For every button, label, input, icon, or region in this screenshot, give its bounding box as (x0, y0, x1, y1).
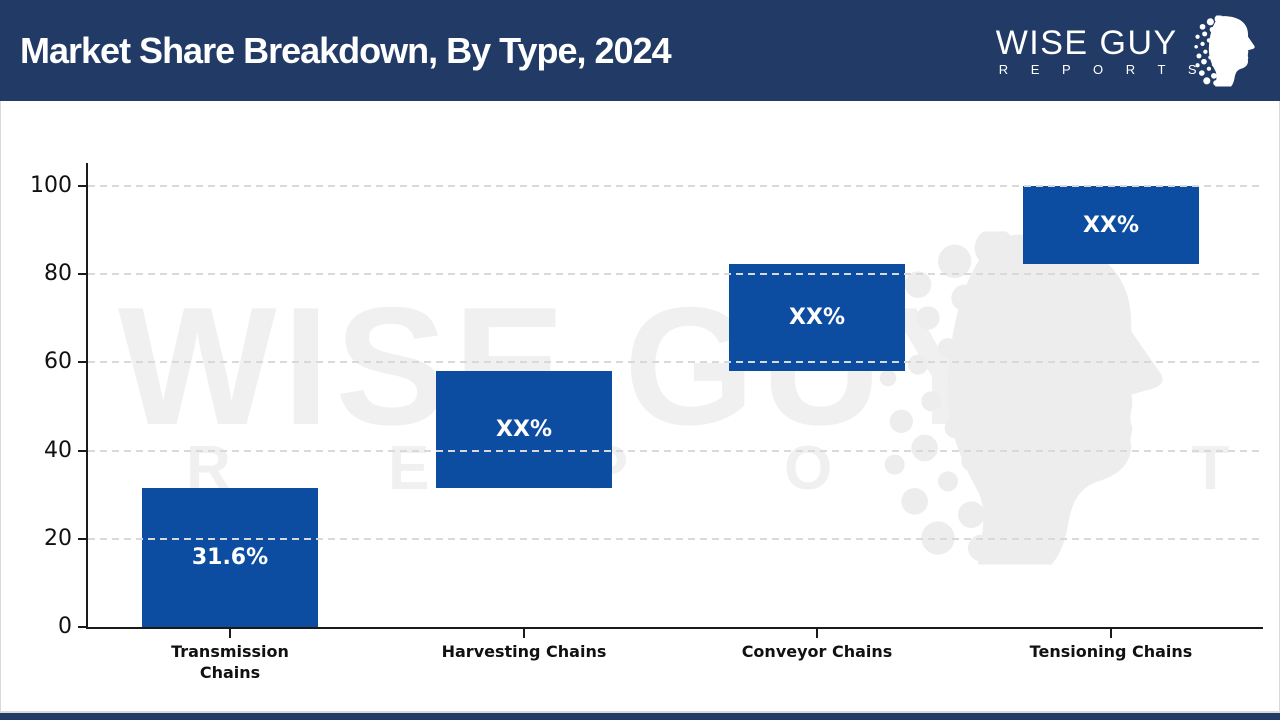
left-border (0, 101, 1, 713)
x-category-label: Conveyor Chains (741, 642, 893, 661)
x-axis (86, 627, 1263, 629)
x-tick (229, 629, 231, 638)
y-tick-label: 40 (44, 437, 72, 463)
logo-text: WISE GUY R E P O R T S (996, 26, 1206, 76)
bar-value-label: XX% (496, 416, 552, 442)
footer-divider (0, 711, 1280, 713)
y-tick (78, 537, 86, 540)
wiseguy-face-icon (1194, 11, 1258, 91)
logo-subtitle: R E P O R T S (998, 61, 1206, 77)
bar: XX% (436, 371, 612, 488)
x-tick (816, 629, 818, 638)
y-tick (78, 361, 86, 364)
gridline (88, 185, 1261, 187)
gridline (88, 273, 1261, 276)
bar: 31.6% (142, 487, 318, 627)
gridline (88, 361, 1261, 364)
bar-value-label: XX% (1083, 212, 1139, 238)
bar-value-label: 31.6% (191, 544, 269, 570)
gridline (88, 449, 1261, 452)
y-tick (78, 185, 86, 187)
y-tick-label: 60 (44, 349, 72, 375)
bar: XX% (1023, 186, 1199, 265)
x-tick (1110, 629, 1112, 638)
y-tick (78, 626, 86, 628)
x-category-label: Tensioning Chains (1029, 642, 1193, 661)
x-tick (523, 629, 525, 638)
y-tick (78, 273, 86, 276)
wiseguy-logo: WISE GUY R E P O R T S (996, 11, 1258, 91)
header: Market Share Breakdown, By Type, 2024 WI… (0, 0, 1280, 101)
footer-bar (0, 713, 1280, 720)
bar-value-label: XX% (789, 305, 845, 331)
y-tick-label: 0 (58, 614, 72, 639)
x-category-label: Transmission Chains (171, 642, 289, 682)
x-category-label: Harvesting Chains (441, 642, 607, 661)
y-axis (86, 163, 88, 629)
y-tick-label: 20 (44, 525, 72, 551)
page-title: Market Share Breakdown, By Type, 2024 (20, 29, 672, 71)
y-tick-label: 80 (44, 261, 72, 287)
bar: XX% (729, 264, 905, 372)
gridline (88, 537, 1261, 540)
y-tick-label: 100 (30, 173, 72, 198)
logo-wordmark: WISE GUY (995, 23, 1178, 62)
y-tick (78, 449, 86, 452)
